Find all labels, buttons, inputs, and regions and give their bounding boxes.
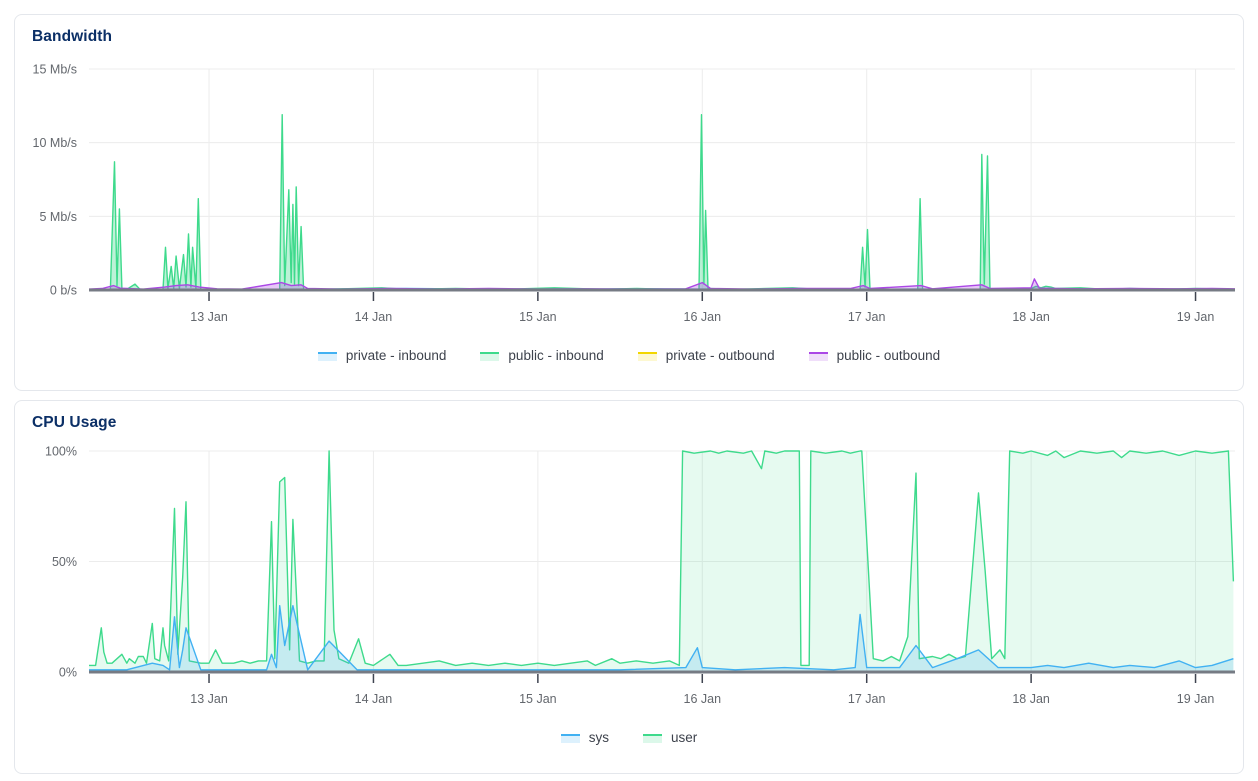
series-user-fill: [89, 451, 1234, 672]
y-axis-label: 10 Mb/s: [33, 136, 77, 150]
legend-swatch: [637, 352, 657, 361]
legend-label: private - inbound: [345, 348, 447, 363]
legend-swatch: [317, 352, 337, 361]
y-axis-label: 50%: [52, 555, 77, 569]
y-axis-label: 100%: [45, 445, 77, 459]
bandwidth-chart: 0 b/s 5 Mb/s 10 Mb/s 15 Mb/s 13 Jan 14 Jan 15 …: [33, 63, 1236, 324]
x-axis-label: 16 Jan: [684, 310, 722, 324]
series-user-line: [89, 450, 1235, 667]
y-axis-label: 15 Mb/s: [33, 63, 77, 77]
x-axis-label: 14 Jan: [355, 310, 393, 324]
x-axis-label: 19 Jan: [1177, 692, 1215, 706]
series-public-inbound-fill: [89, 114, 1235, 290]
x-axis-label: 13 Jan: [190, 310, 228, 324]
legend-item-user[interactable]: user: [642, 730, 698, 745]
legend-item-public-inbound[interactable]: public - inbound: [480, 348, 604, 363]
x-axis-label: 17 Jan: [848, 692, 886, 706]
x-axis-label: 15 Jan: [519, 692, 557, 706]
legend-item-public-outbound[interactable]: public - outbound: [808, 348, 941, 363]
legend-label: public - inbound: [508, 348, 604, 363]
y-axis-label: 0%: [59, 666, 77, 680]
series-sys-line: [89, 605, 1234, 671]
x-axis-label: 16 Jan: [684, 692, 722, 706]
x-axis-label: 15 Jan: [519, 310, 557, 324]
legend-swatch: [642, 734, 662, 743]
x-axis-label: 17 Jan: [848, 310, 886, 324]
x-axis-label: 18 Jan: [1012, 310, 1050, 324]
cpu-usage-panel: CPU Usage 0% 50% 100% 13 Jan 14 Jan 15 Jan 16 …: [14, 400, 1244, 774]
x-axis-label: 18 Jan: [1012, 692, 1050, 706]
legend-swatch: [560, 734, 580, 743]
legend-label: user: [670, 730, 698, 745]
x-axis-label: 19 Jan: [1177, 310, 1215, 324]
x-axis-label: 14 Jan: [355, 692, 393, 706]
bandwidth-legend: private - inbound public - inbound private…: [15, 348, 1243, 363]
x-axis-label: 13 Jan: [190, 692, 228, 706]
y-axis-label: 0 b/s: [50, 284, 77, 298]
legend-item-private-inbound[interactable]: private - inbound: [317, 348, 447, 363]
bandwidth-title: Bandwidth: [32, 28, 113, 45]
legend-swatch: [808, 352, 828, 361]
y-axis-label: 5 Mb/s: [39, 210, 77, 224]
legend-label: sys: [588, 730, 609, 745]
cpu-usage-title: CPU Usage: [32, 414, 117, 431]
legend-label: public - outbound: [836, 348, 941, 363]
legend-label: private - outbound: [665, 348, 775, 363]
legend-swatch: [480, 352, 500, 361]
bandwidth-panel: Bandwidth 0 b/s 5 Mb/s 10 Mb/s 15 Mb/s 13 Ja…: [14, 14, 1244, 391]
legend-item-private-outbound[interactable]: private - outbound: [637, 348, 775, 363]
legend-item-sys[interactable]: sys: [560, 730, 609, 745]
series-public-inbound-line: [89, 114, 1236, 290]
cpu-usage-legend: sys user: [15, 730, 1243, 745]
cpu-usage-chart: 0% 50% 100% 13 Jan 14 Jan 15 Jan 16 Jan 17 Jan 1…: [45, 445, 1235, 706]
